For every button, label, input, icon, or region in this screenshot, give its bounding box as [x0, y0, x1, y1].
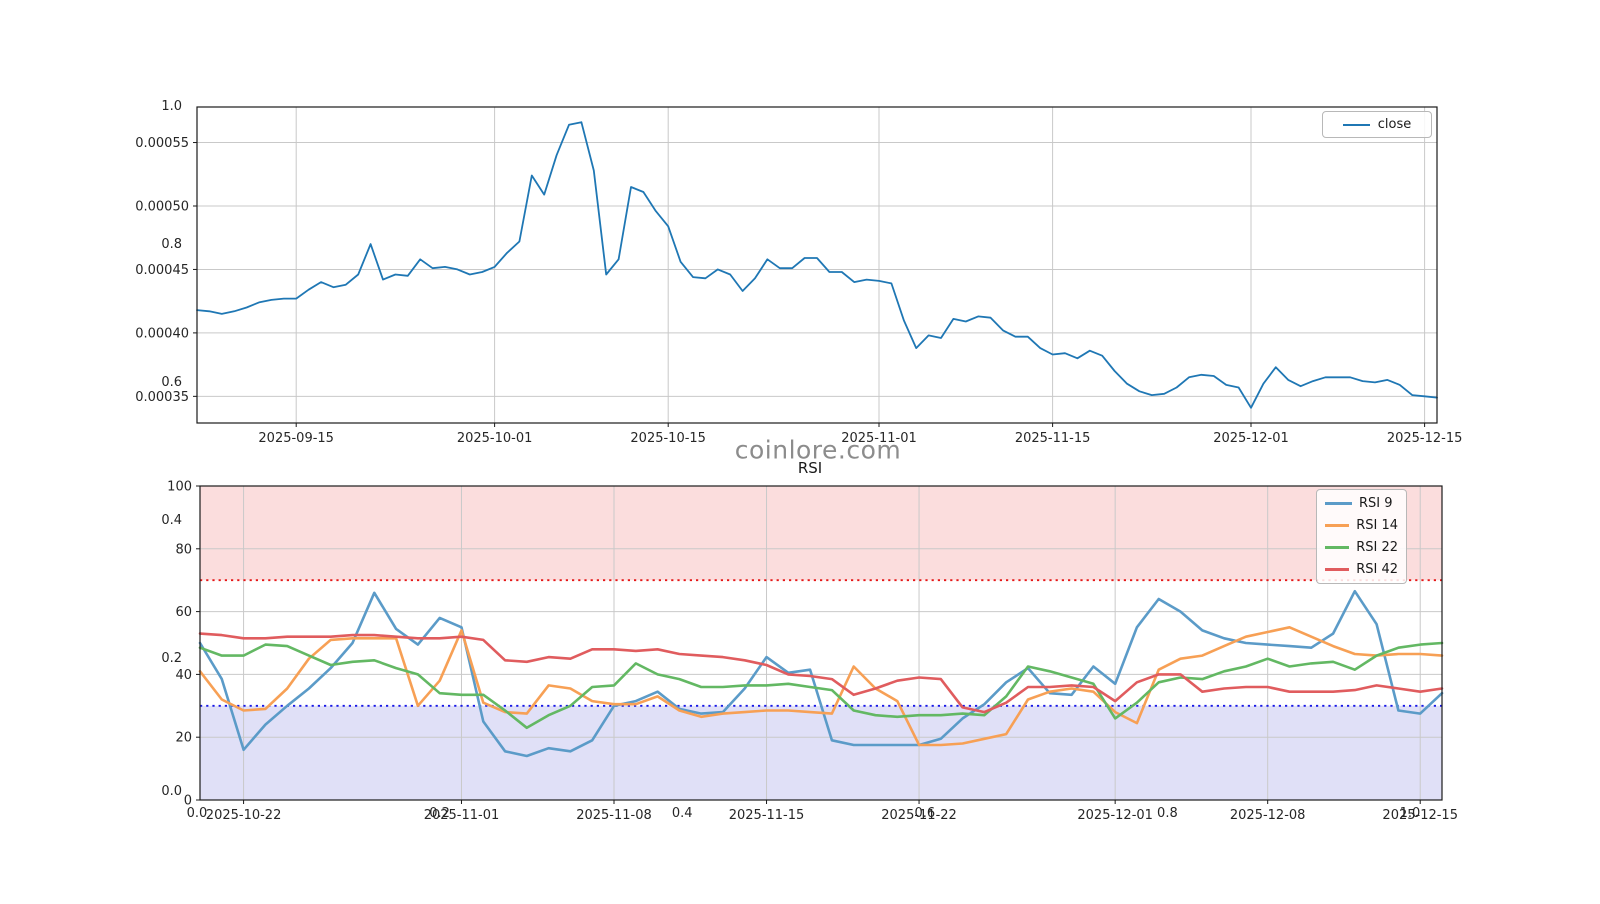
price-ytick-label: 0.00045 [135, 263, 189, 278]
phantom-axis-label: 0.0 [161, 784, 182, 799]
legend-label-close: close [1377, 117, 1412, 132]
rsi-xtick-label: 2025-11-15 [729, 808, 805, 823]
rsi42-line [198, 632, 1444, 714]
rsi22-line [198, 641, 1444, 730]
phantom-axis-label: 0.8 [161, 237, 182, 252]
phantom-axis-label: 1.0 [1399, 806, 1421, 821]
rsi-oversold-band [200, 705, 1442, 800]
price-xtick-label: 2025-09-15 [258, 431, 334, 446]
rsi42-line-swatch [1325, 568, 1350, 571]
rsi-ytick-label: 40 [175, 668, 192, 683]
rsi-legend-row: RSI 42 [1325, 562, 1398, 577]
legend-label-rsi14: RSI 14 [1356, 518, 1398, 533]
rsi-xtick-label: 2025-12-15 [1382, 808, 1458, 823]
rsi-panel-title: RSI [797, 459, 823, 477]
rsi-ytick-label: 0 [184, 794, 192, 809]
price-ytick-label: 0.00050 [135, 199, 189, 214]
rsi-xtick-label: 2025-11-08 [576, 808, 652, 823]
rsi9-line-swatch [1325, 502, 1352, 505]
phantom-axis-label: 0.6 [914, 806, 936, 821]
rsi-legend-row: RSI 22 [1325, 540, 1398, 555]
rsi-legend-row: RSI 14 [1325, 518, 1398, 533]
phantom-axis-label: 0.4 [161, 513, 182, 528]
rsi14-line-swatch [1325, 524, 1350, 527]
price-legend: close [1322, 111, 1432, 138]
close-line-swatch [1342, 123, 1370, 126]
price-xtick-label: 2025-10-15 [630, 431, 706, 446]
phantom-axis-label: 0.8 [1157, 806, 1178, 821]
rsi-ytick-label: 60 [175, 605, 192, 620]
price-xtick-label: 2025-12-01 [1213, 431, 1289, 446]
price-xtick-label: 2025-10-01 [457, 431, 533, 446]
rsi22-line-swatch [1325, 546, 1350, 549]
watermark: coinlore.com [734, 435, 902, 465]
rsi-xtick-label: 2025-11-22 [881, 808, 957, 823]
close-line [196, 121, 1438, 409]
price-spines [196, 106, 1438, 424]
price-xtick-label: 2025-12-15 [1387, 431, 1463, 446]
rsi-spines [199, 485, 1443, 801]
price-xtick-label: 2025-11-15 [1015, 431, 1091, 446]
rsi-ytick-label: 100 [167, 480, 192, 495]
rsi-ytick-label: 80 [175, 542, 192, 557]
rsi-xtick-label: 2025-11-01 [424, 808, 500, 823]
phantom-axis-label: 0.2 [161, 651, 182, 666]
price-ytick-label: 0.00040 [135, 326, 189, 341]
phantom-axis-label: 0.6 [161, 375, 182, 390]
price-ytick-label: 0.00055 [135, 136, 189, 151]
phantom-axis-label: 1.0 [161, 99, 182, 114]
legend-label-rsi9: RSI 9 [1359, 496, 1393, 511]
price-xtick-label: 2025-11-01 [841, 431, 917, 446]
rsi-xtick-label: 2025-12-08 [1230, 808, 1306, 823]
rsi-legend: RSI 9 RSI 14 RSI 22 RSI 42 [1316, 489, 1407, 584]
rsi-xtick-label: 2025-12-01 [1077, 808, 1153, 823]
phantom-axis-label: 0.0 [186, 806, 208, 821]
rsi-ytick-label: 20 [175, 731, 192, 746]
legend-label-rsi22: RSI 22 [1356, 540, 1398, 555]
phantom-axis-label: 0.2 [429, 806, 450, 821]
rsi-overbought-band [200, 486, 1442, 581]
rsi-xtick-label: 2025-10-22 [206, 808, 282, 823]
legend-label-rsi42: RSI 42 [1356, 562, 1398, 577]
phantom-axis-label: 0.4 [671, 806, 693, 821]
price-ytick-label: 0.00035 [135, 390, 189, 405]
rsi-legend-row: RSI 9 [1325, 496, 1398, 511]
